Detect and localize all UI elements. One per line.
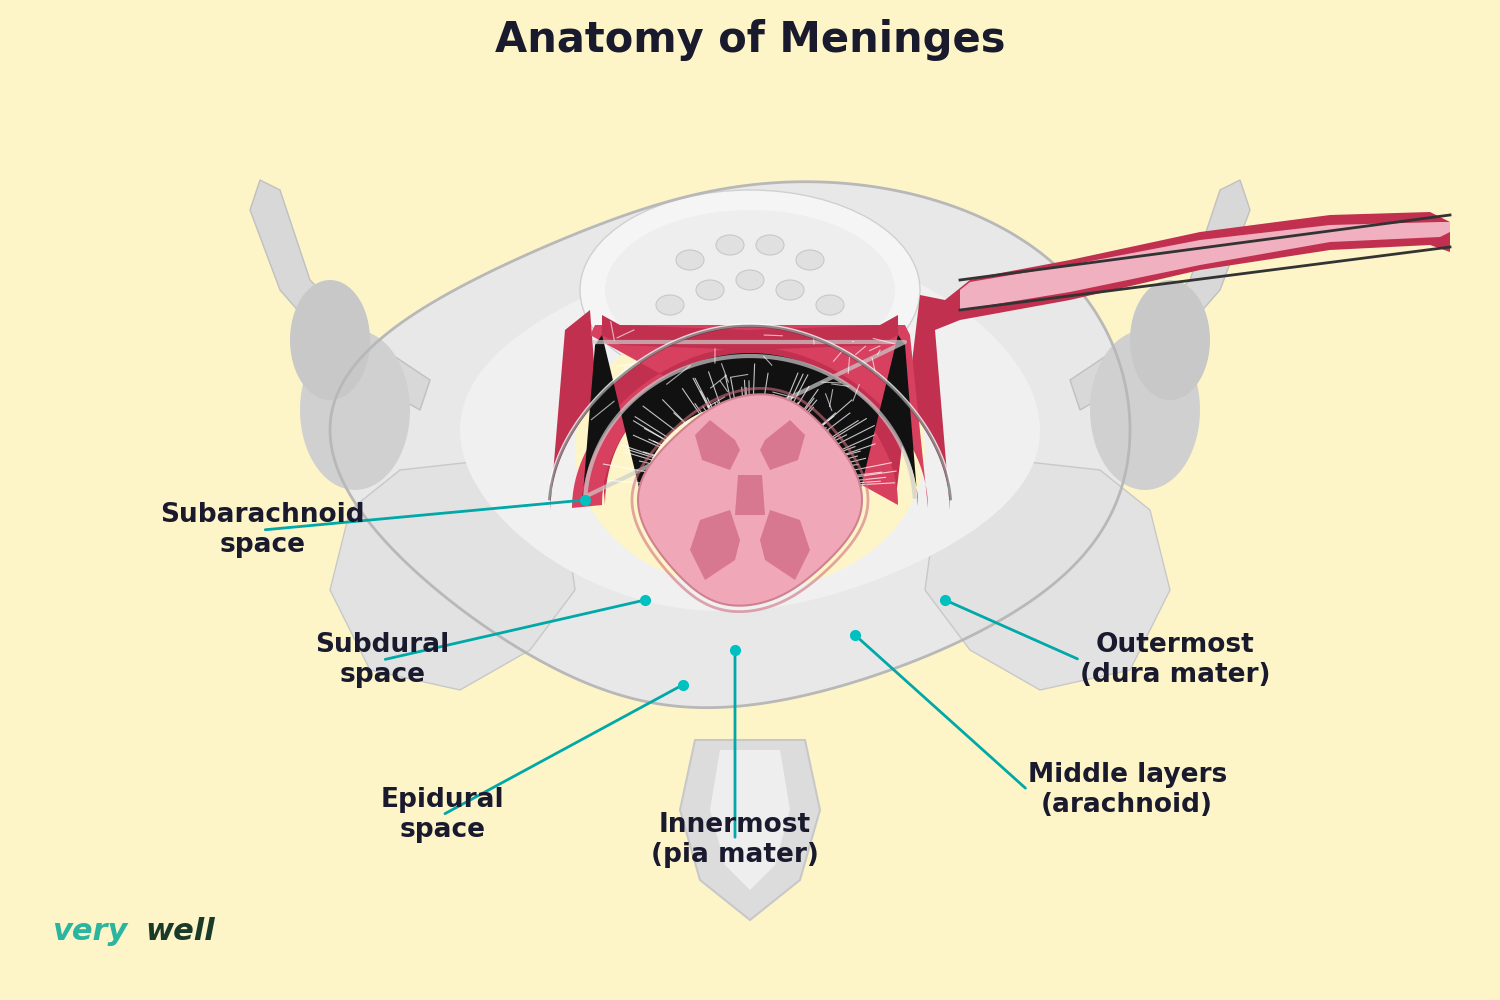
Polygon shape <box>735 475 765 515</box>
Polygon shape <box>760 510 810 580</box>
Text: Middle layers
(arachnoid): Middle layers (arachnoid) <box>1028 762 1227 818</box>
Ellipse shape <box>756 235 784 255</box>
Polygon shape <box>690 510 740 580</box>
Polygon shape <box>926 460 1170 690</box>
Polygon shape <box>1070 180 1250 410</box>
Text: very: very <box>53 918 128 946</box>
Text: Epidural
space: Epidural space <box>381 787 504 843</box>
Polygon shape <box>460 249 1040 611</box>
Polygon shape <box>582 335 918 506</box>
Polygon shape <box>694 420 740 470</box>
Polygon shape <box>290 280 370 400</box>
Ellipse shape <box>604 210 896 370</box>
Ellipse shape <box>696 280 724 300</box>
Polygon shape <box>960 222 1450 310</box>
Text: Subarachnoid
space: Subarachnoid space <box>160 502 364 558</box>
Polygon shape <box>300 330 410 490</box>
Polygon shape <box>602 315 898 350</box>
Ellipse shape <box>716 235 744 255</box>
Polygon shape <box>1130 280 1210 400</box>
Ellipse shape <box>736 270 764 290</box>
Ellipse shape <box>656 295 684 315</box>
Polygon shape <box>330 460 574 690</box>
Polygon shape <box>550 212 1450 510</box>
Polygon shape <box>710 750 791 890</box>
Polygon shape <box>574 310 926 590</box>
Polygon shape <box>330 182 1130 708</box>
Polygon shape <box>572 325 928 508</box>
Polygon shape <box>638 394 862 606</box>
Ellipse shape <box>776 280 804 300</box>
Polygon shape <box>251 180 430 410</box>
Ellipse shape <box>796 250 824 270</box>
Text: Subdural
space: Subdural space <box>315 632 450 688</box>
Ellipse shape <box>580 190 920 390</box>
Polygon shape <box>680 740 820 920</box>
Text: Anatomy of Meninges: Anatomy of Meninges <box>495 19 1005 61</box>
Ellipse shape <box>676 250 703 270</box>
Ellipse shape <box>816 295 844 315</box>
Text: well: well <box>146 918 214 946</box>
Text: Outermost
(dura mater): Outermost (dura mater) <box>1080 632 1270 688</box>
Ellipse shape <box>744 493 756 507</box>
Polygon shape <box>760 420 806 470</box>
Text: Innermost
(pia mater): Innermost (pia mater) <box>651 812 819 868</box>
Polygon shape <box>1090 330 1200 490</box>
